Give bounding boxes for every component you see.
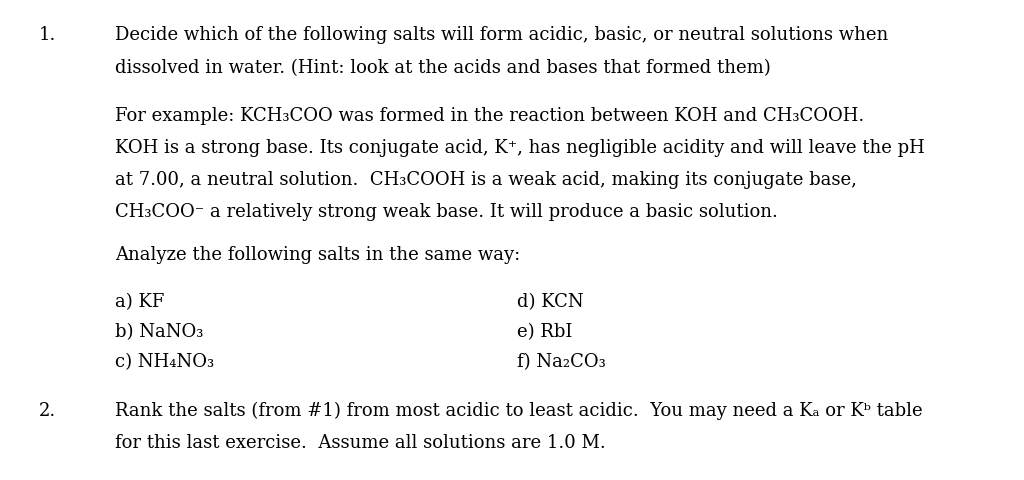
Text: at 7.00, a neutral solution.  CH₃COOH is a weak acid, making its conjugate base,: at 7.00, a neutral solution. CH₃COOH is … [115, 171, 856, 189]
Text: e) RbI: e) RbI [517, 323, 572, 340]
Text: CH₃COO⁻ a relatively strong weak base. It will produce a basic solution.: CH₃COO⁻ a relatively strong weak base. I… [115, 203, 777, 221]
Text: for this last exercise.  Assume all solutions are 1.0 M.: for this last exercise. Assume all solut… [115, 433, 605, 451]
Text: a) KF: a) KF [115, 293, 164, 311]
Text: 1.: 1. [39, 26, 56, 44]
Text: d) KCN: d) KCN [517, 293, 584, 311]
Text: 2.: 2. [39, 401, 56, 419]
Text: Rank the salts (from #1) from most acidic to least acidic.  You may need a Kₐ or: Rank the salts (from #1) from most acidi… [115, 401, 923, 419]
Text: KOH is a strong base. Its conjugate acid, K⁺, has negligible acidity and will le: KOH is a strong base. Its conjugate acid… [115, 139, 925, 156]
Text: c) NH₄NO₃: c) NH₄NO₃ [115, 352, 214, 370]
Text: For example: KCH₃COO was formed in the reaction between KOH and CH₃COOH.: For example: KCH₃COO was formed in the r… [115, 107, 864, 124]
Text: Analyze the following salts in the same way:: Analyze the following salts in the same … [115, 246, 520, 264]
Text: f) Na₂CO₃: f) Na₂CO₃ [517, 352, 606, 370]
Text: b) NaNO₃: b) NaNO₃ [115, 323, 203, 340]
Text: dissolved in water. (Hint: look at the acids and bases that formed them): dissolved in water. (Hint: look at the a… [115, 59, 770, 76]
Text: Decide which of the following salts will form acidic, basic, or neutral solution: Decide which of the following salts will… [115, 26, 888, 44]
